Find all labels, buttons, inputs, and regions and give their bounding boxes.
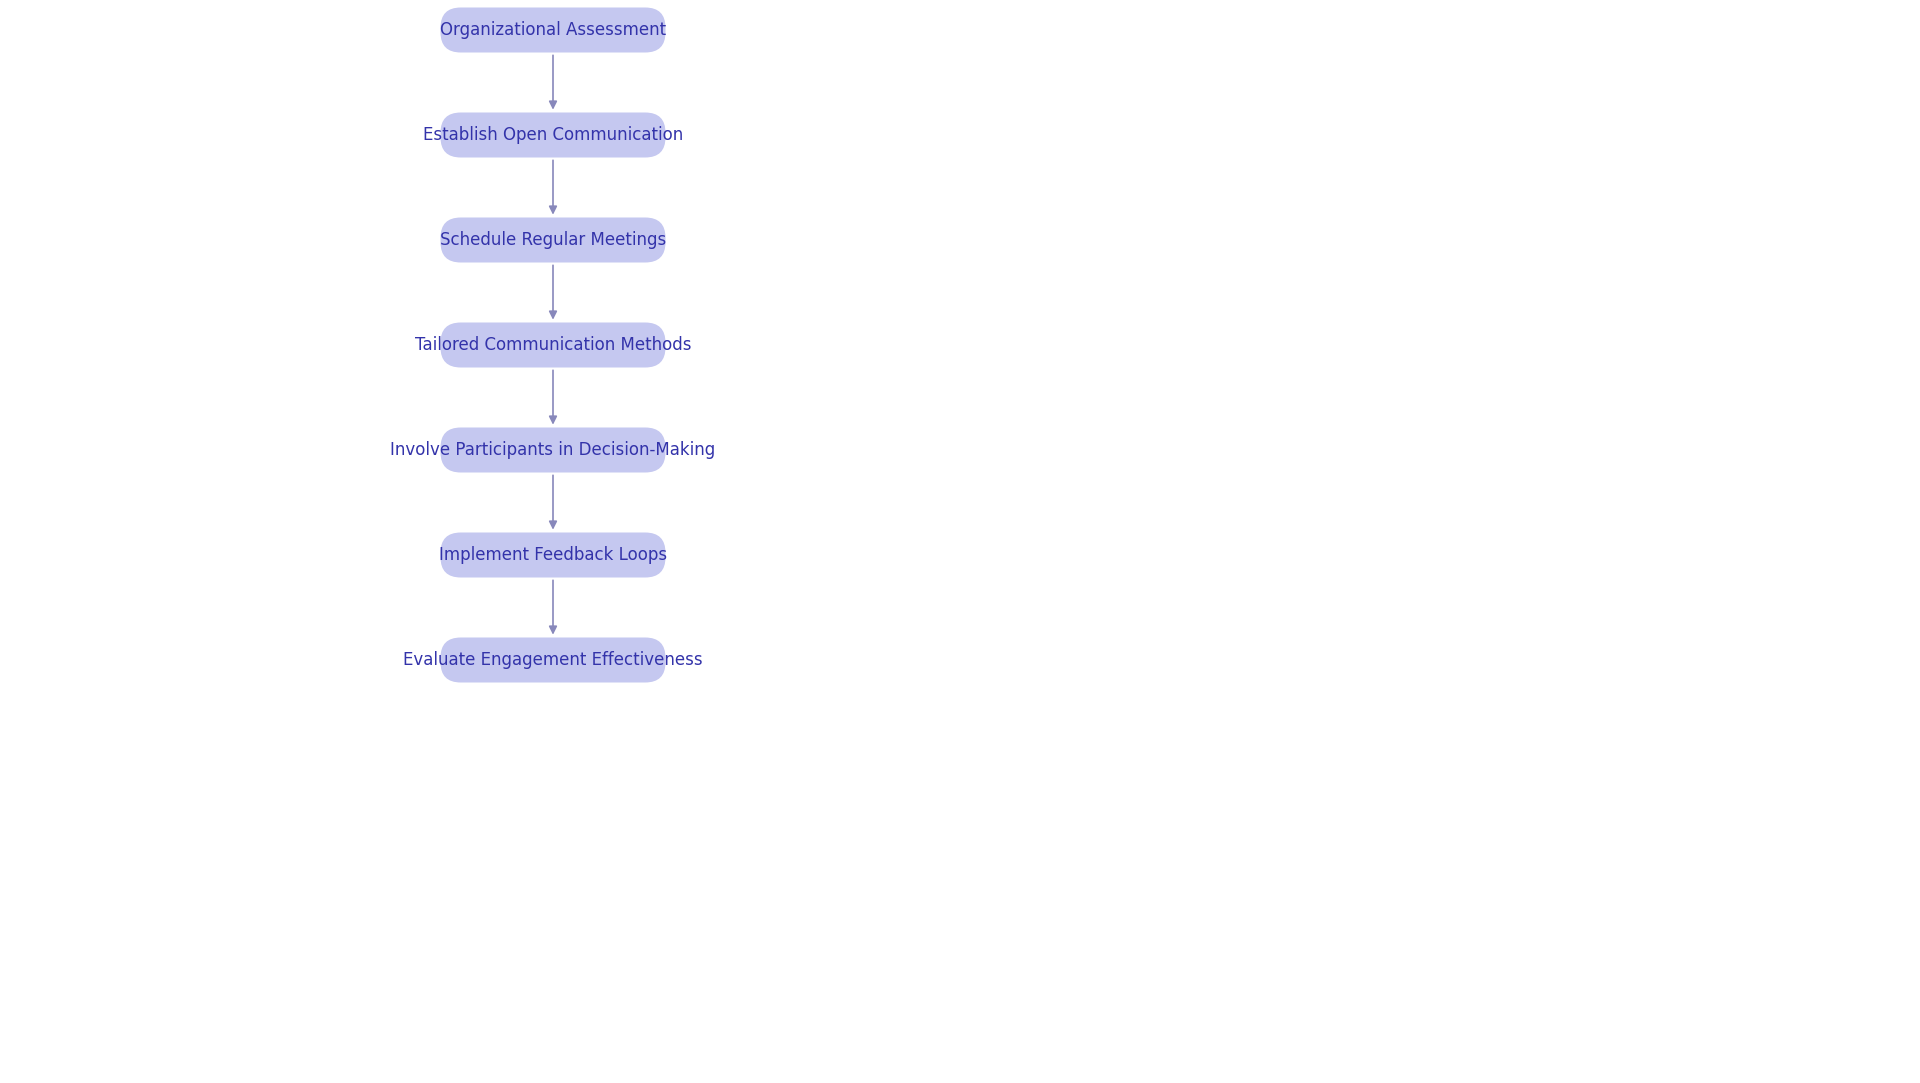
FancyBboxPatch shape [440, 8, 666, 52]
FancyBboxPatch shape [440, 323, 666, 367]
FancyBboxPatch shape [440, 428, 666, 472]
FancyBboxPatch shape [440, 218, 666, 262]
Text: Involve Participants in Decision-Making: Involve Participants in Decision-Making [390, 441, 716, 459]
Text: Schedule Regular Meetings: Schedule Regular Meetings [440, 231, 666, 249]
Text: Implement Feedback Loops: Implement Feedback Loops [440, 546, 666, 564]
Text: Organizational Assessment: Organizational Assessment [440, 21, 666, 39]
FancyBboxPatch shape [440, 113, 666, 157]
FancyBboxPatch shape [440, 638, 666, 682]
Text: Evaluate Engagement Effectiveness: Evaluate Engagement Effectiveness [403, 651, 703, 669]
FancyBboxPatch shape [440, 533, 666, 577]
Text: Tailored Communication Methods: Tailored Communication Methods [415, 336, 691, 354]
Text: Establish Open Communication: Establish Open Communication [422, 126, 684, 144]
